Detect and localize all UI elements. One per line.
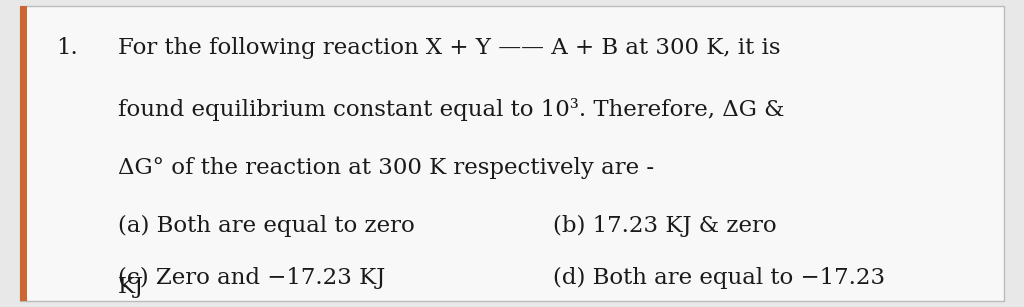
- Text: found equilibrium constant equal to 10³. Therefore, ΔG &: found equilibrium constant equal to 10³.…: [118, 98, 784, 121]
- Text: For the following reaction X + Y —— A + B at 300 K, it is: For the following reaction X + Y —— A + …: [118, 37, 780, 59]
- Bar: [20, 6, 27, 301]
- Text: ΔG° of the reaction at 300 K respectively are -: ΔG° of the reaction at 300 K respectivel…: [118, 157, 654, 179]
- Text: (b) 17.23 KJ & zero: (b) 17.23 KJ & zero: [553, 215, 776, 237]
- Text: (c) Zero and −17.23 KJ: (c) Zero and −17.23 KJ: [118, 267, 385, 289]
- Text: (a) Both are equal to zero: (a) Both are equal to zero: [118, 215, 415, 237]
- Text: (d) Both are equal to −17.23: (d) Both are equal to −17.23: [553, 267, 885, 289]
- Text: KJ: KJ: [118, 276, 144, 298]
- Text: 1.: 1.: [56, 37, 78, 59]
